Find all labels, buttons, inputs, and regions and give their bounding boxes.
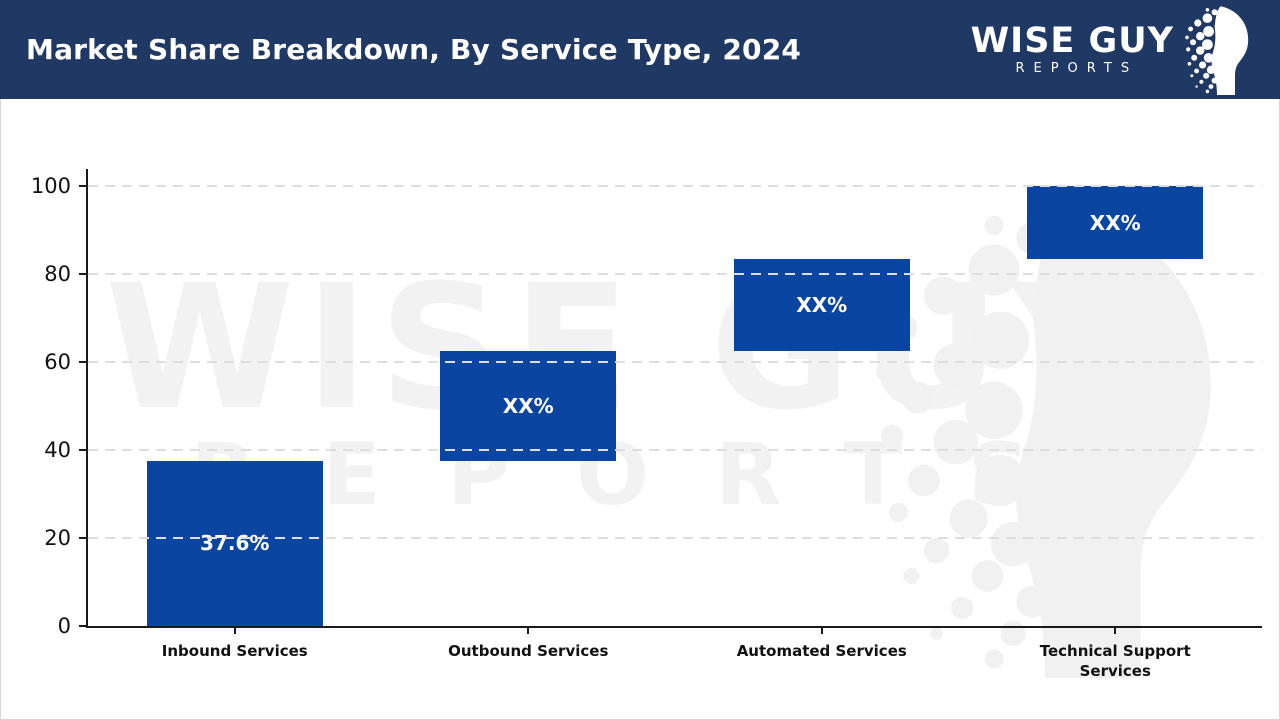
wiseguy-face-icon — [1185, 5, 1249, 95]
bar-outbound-services: XX% — [440, 350, 617, 461]
x-axis-tick — [527, 627, 530, 634]
gridline — [88, 449, 1262, 451]
x-axis-tick-label: Automated Services — [736, 642, 907, 660]
page-title: Market Share Breakdown, By Service Type,… — [26, 33, 802, 66]
x-axis-tick — [233, 627, 236, 634]
gridline — [88, 185, 1262, 187]
x-axis-tick — [1114, 627, 1117, 634]
gridline — [88, 537, 1262, 539]
logo-wordmark: WISE GUY — [970, 21, 1174, 61]
y-axis-tick-label: 20 — [44, 526, 71, 550]
gridline — [88, 361, 1262, 363]
y-axis-tick-label: 40 — [44, 438, 71, 462]
wiseguy-logo: WISE GUY REPORTS — [971, 5, 1254, 95]
y-axis-tick-label: 100 — [30, 174, 71, 198]
logo-subtitle: REPORTS — [1015, 61, 1139, 76]
x-axis-tick-label: Technical Support Services — [1039, 642, 1191, 681]
y-axis-tick — [79, 361, 87, 363]
bar-value-label: 37.6% — [200, 531, 270, 556]
y-axis-tick-label: 80 — [44, 262, 71, 286]
y-axis-tick — [79, 537, 87, 539]
bar-value-label: XX% — [796, 292, 848, 317]
x-axis-tick-label: Inbound Services — [161, 642, 308, 660]
gridline — [88, 273, 1262, 275]
y-axis-tick — [79, 185, 87, 187]
bar-value-label: XX% — [1089, 210, 1141, 235]
y-axis — [86, 169, 88, 628]
y-axis-tick — [79, 273, 87, 275]
bar-value-label: XX% — [502, 393, 554, 418]
y-axis-tick-label: 60 — [44, 350, 71, 374]
y-axis-tick-label: 0 — [57, 614, 71, 638]
x-axis — [86, 626, 1262, 628]
bar-technical-support-services: XX% — [1027, 186, 1204, 260]
bar-inbound-services: 37.6% — [146, 460, 323, 626]
x-axis-tick — [820, 627, 823, 634]
y-axis-tick — [79, 625, 87, 627]
header-bar: Market Share Breakdown, By Service Type,… — [0, 0, 1280, 99]
y-axis-tick — [79, 449, 87, 451]
x-axis-tick-label: Outbound Services — [448, 642, 609, 660]
